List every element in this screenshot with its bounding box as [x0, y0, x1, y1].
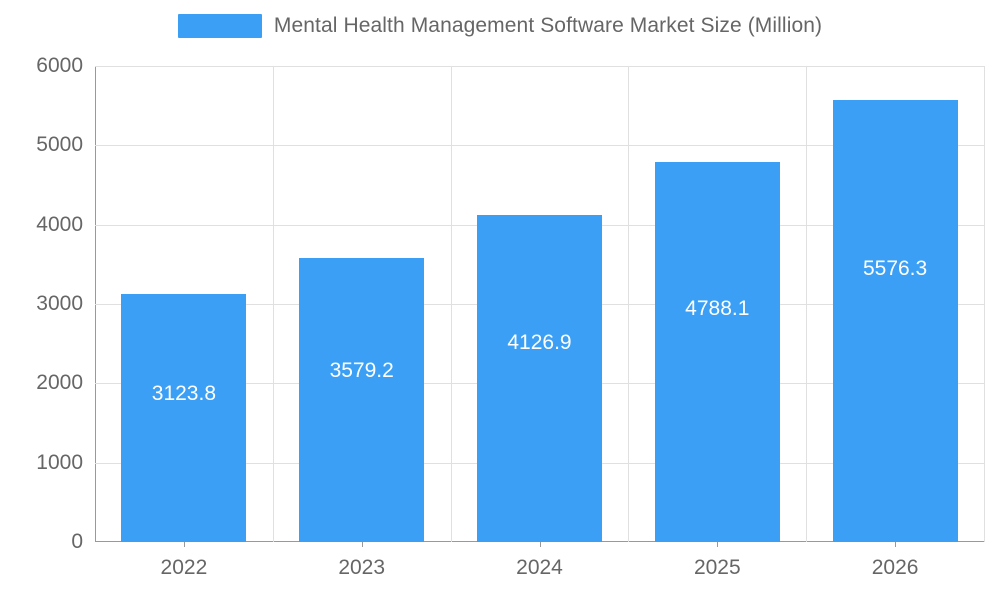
- bar-value-label: 4788.1: [685, 297, 750, 320]
- legend-label-market-size: Mental Health Management Software Market…: [273, 14, 823, 37]
- x-axis-tick-label-2024: 2024: [516, 556, 563, 579]
- bar-value-label: 4126.9: [507, 330, 572, 354]
- grid-line-vertical: [273, 66, 274, 542]
- bar-2023[interactable]: 3579.2: [299, 258, 425, 542]
- bar-value-label: 5576.3: [862, 256, 928, 280]
- bar-value-label: 3579.2: [329, 358, 394, 382]
- x-axis-tick-mark: [540, 542, 541, 547]
- x-axis-tick-label-2025: 2025: [693, 556, 741, 579]
- legend-swatch-market-size[interactable]: [177, 14, 262, 38]
- y-axis-tick-label: 6000: [36, 54, 83, 77]
- grid-line-vertical: [984, 66, 985, 542]
- bar-2022[interactable]: 3123.8: [121, 294, 247, 542]
- x-axis-tick-mark: [895, 542, 896, 547]
- grid-line-horizontal: [95, 66, 984, 67]
- x-axis-tick-mark: [717, 542, 718, 547]
- y-axis-tick-label: 3000: [36, 292, 83, 315]
- grid-line-vertical: [628, 66, 629, 542]
- y-axis-tick-label: 5000: [36, 133, 83, 157]
- y-axis-tick-label: 1000: [36, 450, 83, 474]
- bar-2024[interactable]: 4126.9: [477, 214, 602, 542]
- y-axis-tick-label: 4000: [36, 212, 83, 236]
- grid-line-vertical: [451, 66, 452, 542]
- bar-2025[interactable]: 4788.1: [654, 162, 780, 542]
- x-axis-tick-mark: [362, 542, 363, 547]
- x-axis-tick-mark: [184, 542, 185, 547]
- y-axis-labels: 0 1000 2000 3000 4000 5000 6000: [0, 54, 83, 553]
- bar-2026[interactable]: 5576.3: [832, 99, 958, 542]
- x-axis-tick-label-2023: 2023: [338, 556, 386, 579]
- x-axis-labels: 2022 2023 2024 2025 2026: [95, 556, 984, 588]
- y-axis-tick-label: 2000: [36, 371, 83, 395]
- y-axis-tick-label: 0: [71, 530, 83, 553]
- x-axis-tick-label-2022: 2022: [160, 556, 208, 579]
- plot-area: 3123.8 3579.2 4126.9 4788.1 5576.3: [95, 66, 985, 547]
- bar-value-label: 3123.8: [151, 382, 216, 406]
- x-axis-tick-label-2026: 2026: [871, 556, 919, 579]
- chart-legend: Mental Health Management Software Market…: [0, 14, 1000, 38]
- grid-line-horizontal: [95, 145, 984, 147]
- grid-line-vertical: [806, 66, 807, 542]
